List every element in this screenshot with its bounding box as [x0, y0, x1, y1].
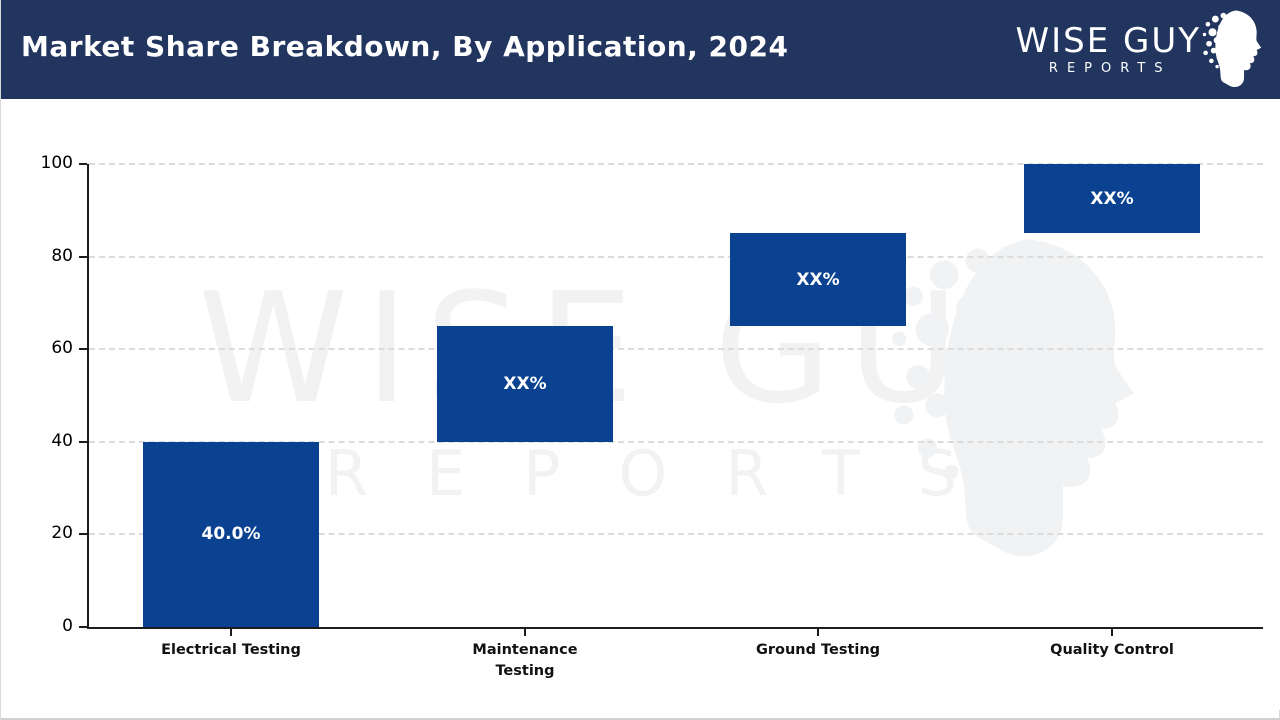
y-tick-label-20: 20: [51, 523, 73, 544]
x-category-label-1: Electrical Testing: [161, 642, 301, 658]
x-category-label-3: Ground Testing: [755, 642, 881, 658]
page-title: Market Share Breakdown, By Application, …: [21, 30, 789, 63]
x-tick-mark-4: [1111, 629, 1113, 636]
y-tick-mark-80: [79, 255, 87, 258]
x-tick-mark-2: [524, 629, 526, 636]
x-tick-mark-3: [817, 629, 819, 636]
y-tick-mark-100: [79, 163, 87, 165]
gridline-80: [89, 255, 1263, 258]
y-tick-mark-60: [79, 348, 87, 351]
y-tick-mark-40: [79, 440, 87, 443]
y-tick-label-100: 100: [40, 153, 73, 173]
x-category-label-2: Maintenance Testing: [472, 642, 578, 680]
brand-logo: WISE GUY REPORTS: [1015, 6, 1269, 94]
plot-area: 40.0% XX% XX% XX%: [79, 163, 1263, 636]
y-tick-label-40: 40: [51, 430, 73, 451]
header: Market Share Breakdown, By Application, …: [1, 0, 1280, 99]
bar-ground-testing: XX%: [730, 233, 906, 327]
bar-electrical-testing: 40.0%: [143, 441, 319, 627]
x-category-label-4: Quality Control: [1050, 642, 1174, 658]
chart-area: WISE GUY REPORTS 40.0% XX% XX% XX% 0 20 40 60 8…: [1, 99, 1280, 710]
bar-value-label: XX%: [503, 373, 547, 394]
bar-maintenance-testing: XX%: [437, 326, 613, 442]
bottom-rule: [1, 718, 1280, 720]
x-tick-mark-1: [230, 629, 232, 636]
bar-value-label: 40.0%: [201, 524, 261, 545]
gridline-60: [89, 348, 1263, 351]
gridline-20: [89, 533, 1263, 536]
brand-subtitle: REPORTS: [1048, 61, 1172, 76]
brand-name: WISE GUY: [1015, 21, 1201, 61]
brand-wordmark: WISE GUY REPORTS: [1015, 24, 1201, 76]
bar-quality-control: XX%: [1024, 164, 1200, 234]
y-tick-mark-0: [79, 626, 87, 628]
brand-face-icon: [1202, 10, 1262, 88]
gridline-40: [89, 440, 1263, 443]
y-tick-label-60: 60: [51, 338, 73, 359]
y-tick-label-0: 0: [62, 616, 73, 636]
bar-value-label: XX%: [1090, 188, 1134, 209]
bar-value-label: XX%: [796, 269, 840, 290]
y-tick-mark-20: [79, 533, 87, 536]
y-tick-label-80: 80: [51, 245, 73, 266]
gridline-100: [89, 163, 1263, 165]
